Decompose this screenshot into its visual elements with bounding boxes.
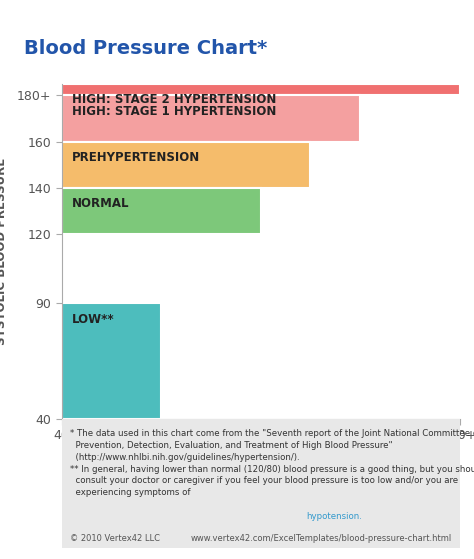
FancyBboxPatch shape	[62, 419, 460, 548]
Text: www.vertex42.com/ExcelTemplates/blood-pressure-chart.html: www.vertex42.com/ExcelTemplates/blood-pr…	[191, 534, 452, 543]
Text: HIGH: STAGE 1 HYPERTENSION: HIGH: STAGE 1 HYPERTENSION	[72, 105, 276, 117]
Text: Blood Pressure Chart*: Blood Pressure Chart*	[24, 39, 267, 58]
Text: NORMAL: NORMAL	[72, 197, 129, 210]
Text: LOW**: LOW**	[72, 312, 114, 326]
X-axis label: DIASTOLIC BLOOD PRESSURE: DIASTOLIC BLOOD PRESSURE	[164, 451, 357, 463]
FancyBboxPatch shape	[62, 304, 161, 419]
Text: PREHYPERTENSION: PREHYPERTENSION	[72, 151, 200, 164]
FancyBboxPatch shape	[62, 84, 460, 96]
FancyBboxPatch shape	[62, 188, 261, 234]
Text: HIGH: STAGE 2 HYPERTENSION: HIGH: STAGE 2 HYPERTENSION	[72, 93, 276, 106]
Text: © 2010 Vertex42 LLC: © 2010 Vertex42 LLC	[70, 534, 160, 543]
FancyBboxPatch shape	[62, 96, 360, 141]
Text: hypotension.: hypotension.	[307, 511, 362, 521]
Text: * The data used in this chart come from the "Seventh report of the Joint Nationa: * The data used in this chart come from …	[70, 429, 474, 498]
Y-axis label: SYSTOLIC BLOOD PRESSURE: SYSTOLIC BLOOD PRESSURE	[0, 158, 9, 345]
FancyBboxPatch shape	[62, 141, 310, 188]
